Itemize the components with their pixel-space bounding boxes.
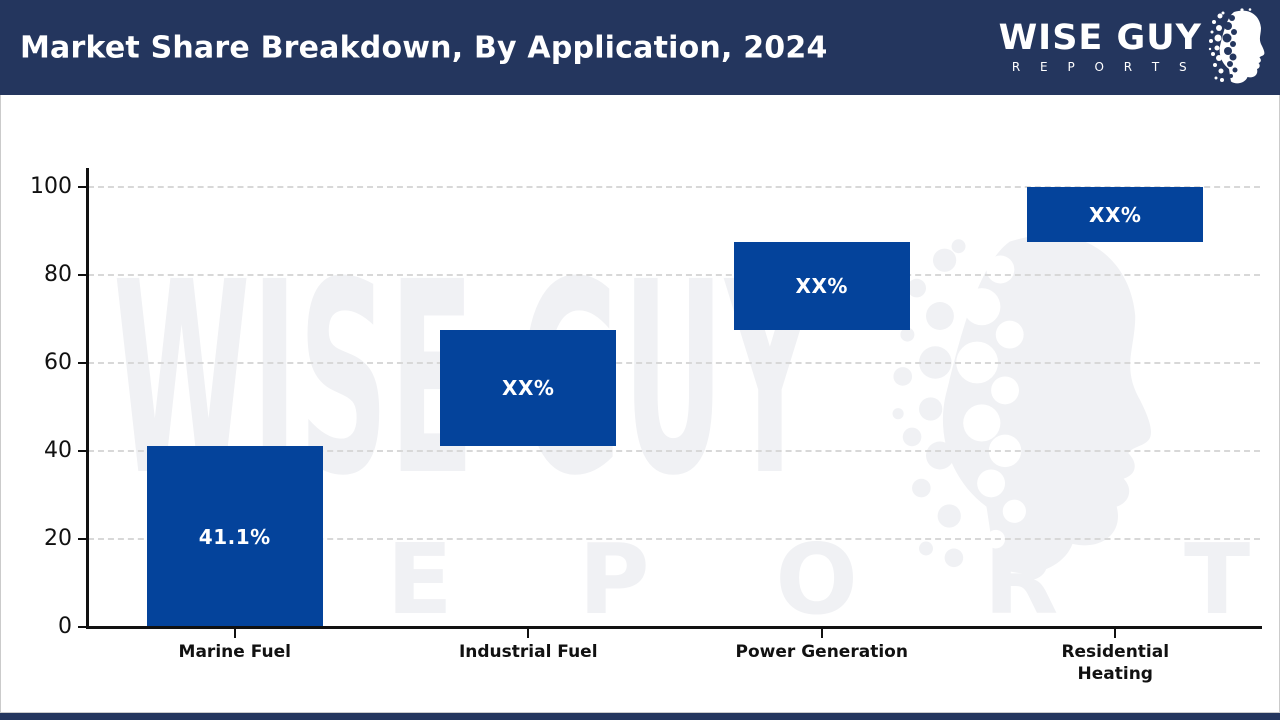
chart-canvas: WISE GUY R E P O R T S bbox=[0, 95, 1280, 713]
dotted-head-profile-icon bbox=[1206, 7, 1266, 89]
logo-subname: R E P O R T S bbox=[1011, 60, 1195, 74]
page-title: Market Share Breakdown, By Application, … bbox=[20, 30, 828, 65]
watermark-text-wise-guy: WISE GUY bbox=[113, 226, 816, 534]
logo-name: WISE GUY bbox=[998, 18, 1202, 58]
watermark-head-profile-icon bbox=[879, 223, 1159, 595]
logo-text: WISE GUY R E P O R T S bbox=[998, 18, 1202, 75]
header-bar: Market Share Breakdown, By Application, … bbox=[0, 0, 1280, 95]
wise-guy-reports-logo: WISE GUY R E P O R T S bbox=[999, 0, 1266, 95]
footer-bar bbox=[0, 713, 1280, 720]
